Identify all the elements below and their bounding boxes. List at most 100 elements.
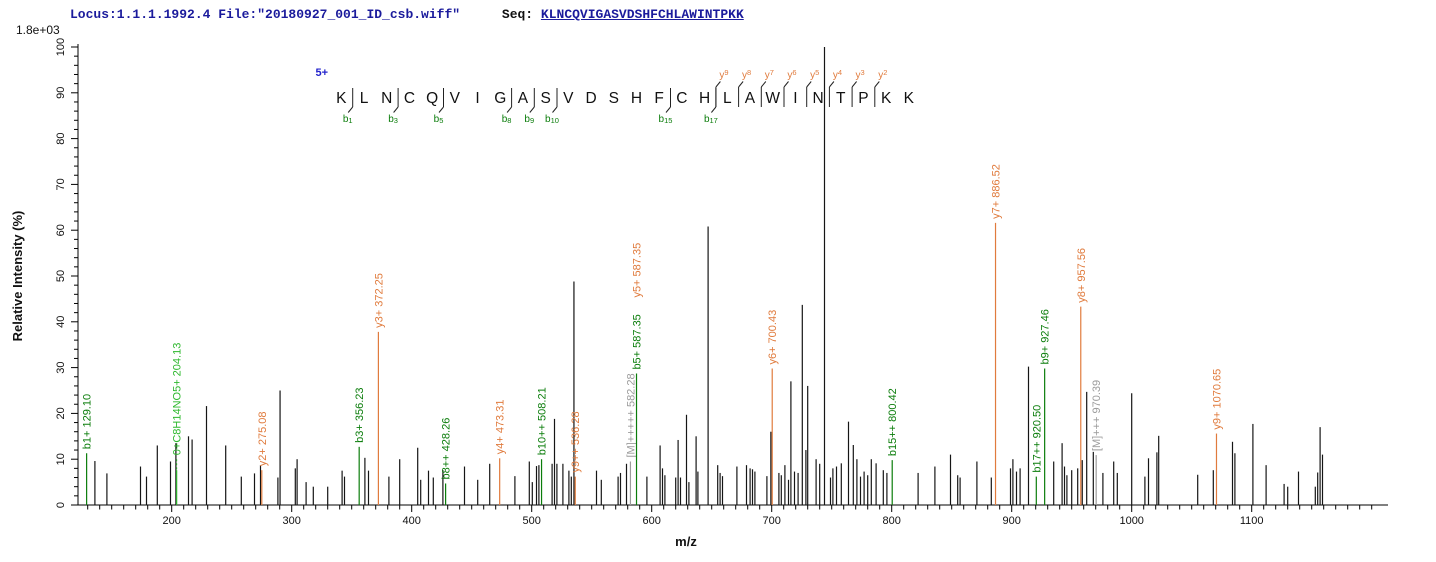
- peak-annotation: y2+ 275.08: [257, 411, 269, 466]
- x-tick-label: 300: [283, 515, 301, 527]
- annotation-layer: b1+ 129.10 0+C8H14NO5+ 204.13 y2+ 275.08 b3…: [82, 164, 1223, 505]
- peak-annotation: y9+ 1070.65: [1211, 369, 1223, 430]
- y-tick-label: 50: [55, 270, 67, 282]
- x-tick-label: 1100: [1240, 515, 1264, 527]
- sequence-residue: P: [858, 90, 868, 107]
- peak-annotation: y6+ 700.43: [767, 310, 779, 365]
- sequence-residue: Q: [426, 90, 438, 107]
- y-tick-label: 20: [55, 407, 67, 419]
- y-ion-label: y9: [719, 68, 728, 81]
- y-tick-label: 90: [55, 87, 67, 99]
- peak-annotation: 0+C8H14NO5+ 204.13: [172, 343, 184, 456]
- y-ion-label: y7: [765, 68, 774, 81]
- sequence-residue: A: [745, 90, 756, 107]
- y-ion-flick: [874, 81, 880, 88]
- sequence-residue: W: [765, 90, 780, 107]
- sequence-residue: S: [540, 90, 550, 107]
- sequence-residue: C: [404, 90, 415, 107]
- peak-annotation: y9++ 536.28: [570, 411, 582, 472]
- sequence-residue: V: [563, 90, 574, 107]
- sequence-residue: C: [676, 90, 687, 107]
- y-tick-label: 10: [55, 453, 67, 465]
- b-ion-label: b5: [434, 114, 444, 125]
- y-tick-label: 70: [55, 178, 67, 190]
- peptide-sequence: KLNCQVIGASVDSHFCHLAWINTPKK: [540, 7, 744, 22]
- sequence-residue: H: [699, 90, 710, 107]
- x-axis-title: m/z: [675, 534, 697, 549]
- y-tick-label: 40: [55, 316, 67, 328]
- b-ion-flick: [347, 106, 354, 113]
- b-ion-label: b9: [524, 114, 534, 125]
- sequence-residue: K: [904, 90, 915, 107]
- x-tick-label: 900: [1003, 515, 1021, 527]
- sequence-residue: K: [881, 90, 892, 107]
- sequence-residue: G: [494, 90, 506, 107]
- peak-annotation: b8++ 428.26: [441, 418, 453, 480]
- locus-file-label: Locus:1.1.1.1992.4 File:"20180927_001_ID…: [70, 7, 461, 22]
- y-tick-label: 100: [55, 38, 67, 56]
- x-tick-label: 400: [403, 515, 421, 527]
- sequence-residue: L: [360, 90, 369, 107]
- b-ion-label: b3: [388, 114, 398, 125]
- y-axis-title: Relative Intensity (%): [10, 211, 25, 342]
- sequence-residue: A: [518, 90, 529, 107]
- peak-annotation: y4+ 473.31: [495, 400, 507, 455]
- peak-annotation: b15++ 800.42: [887, 388, 899, 456]
- x-tick-label: 700: [763, 515, 781, 527]
- y-tick-label: 60: [55, 224, 67, 236]
- header: Locus:1.1.1.1992.4 File:"20180927_001_ID…: [70, 7, 744, 22]
- b-ion-flick: [665, 106, 671, 113]
- peak-annotation: y7+ 886.52: [991, 164, 1003, 219]
- precursor-charge-label: 5+: [315, 67, 328, 79]
- y-tick-label: 0: [55, 502, 67, 508]
- sequence-residue: I: [475, 90, 479, 107]
- b-ion-flick: [529, 106, 535, 113]
- b-ion-label: b15: [659, 114, 673, 125]
- peak-annotation: b5+ 587.35: [632, 314, 644, 369]
- b-ion-label: b17: [704, 114, 718, 125]
- sequence-ladder: 5+K L N C Q V I G A S V D S H F C H L A W I N T P K Kb1 b3 b5 b8 b9 b1…: [315, 67, 914, 125]
- seq-label: Seq:: [501, 7, 534, 22]
- y-ion-label: y6: [787, 68, 796, 81]
- peak-annotation: y8+ 957.56: [1076, 248, 1088, 303]
- peaks-layer: [94, 47, 1324, 505]
- y-ion-flick: [738, 81, 744, 88]
- sequence-residue: H: [631, 90, 642, 107]
- y-ion-label: y2: [878, 68, 887, 81]
- b-ion-flick: [552, 106, 558, 113]
- axes: 200 300 400 500 600 700 800 900 1000 1100 0 10 20 30 4…: [10, 38, 1388, 549]
- y-ion-label: y8: [742, 68, 751, 81]
- y-tick-label: 30: [55, 361, 67, 373]
- peak-annotation: [M]+++++ 582.28: [625, 373, 637, 457]
- y-tick-label: 80: [55, 132, 67, 144]
- x-tick-label: 800: [883, 515, 901, 527]
- y-ion-flick: [851, 81, 857, 88]
- x-tick-label: 500: [523, 515, 541, 527]
- b-ion-label: b10: [545, 114, 559, 125]
- y-ion-label: y5: [810, 68, 819, 81]
- y-ion-label: y4: [833, 68, 842, 81]
- sequence-residue: D: [585, 90, 596, 107]
- peak-annotation: y5+ 587.35: [632, 243, 644, 298]
- max-intensity-label: 1.8e+03: [16, 23, 60, 37]
- y-ion-flick: [829, 81, 835, 88]
- peak-annotation: b17++ 920.50: [1031, 405, 1043, 473]
- y-ion-flick: [715, 81, 721, 88]
- b-ion-flick: [393, 106, 399, 113]
- b-ion-flick: [506, 106, 512, 113]
- peak-annotation: y3+ 372.25: [373, 273, 385, 328]
- sequence-residue: K: [336, 90, 347, 107]
- peak-annotation: b1+ 129.10: [82, 394, 94, 449]
- b-ion-label: b8: [502, 114, 512, 125]
- sequence-residue: F: [654, 90, 663, 107]
- peak-annotation: b9+ 927.46: [1040, 309, 1052, 364]
- x-tick-label: 200: [163, 515, 181, 527]
- sequence-residue: N: [812, 90, 823, 107]
- b-ion-flick: [711, 106, 717, 113]
- sequence-residue: L: [723, 90, 732, 107]
- sequence-residue: S: [609, 90, 619, 107]
- y-ion-label: y3: [856, 68, 865, 81]
- sequence-residue: T: [836, 90, 846, 107]
